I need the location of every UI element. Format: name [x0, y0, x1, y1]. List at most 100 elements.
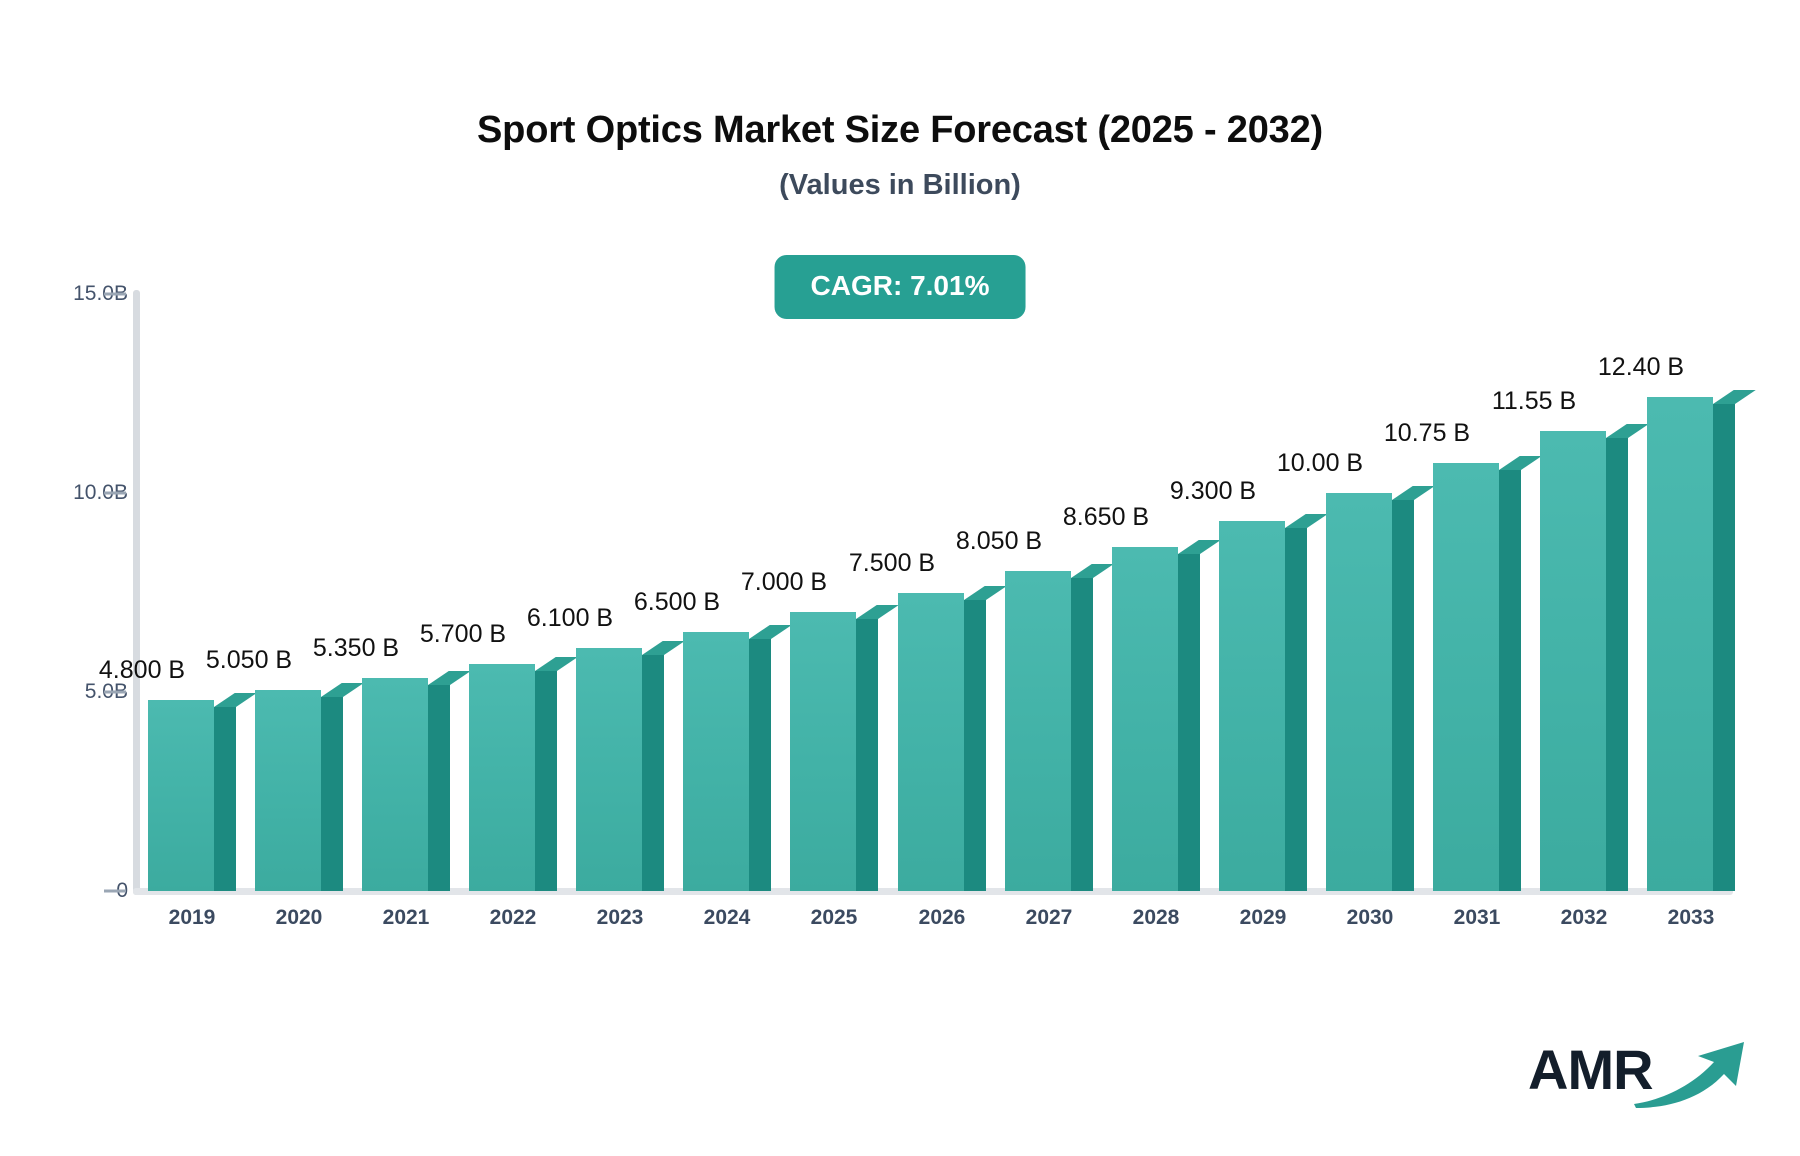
bar-value-label: 10.75 B — [1383, 419, 1471, 448]
bar-side-face — [642, 655, 664, 891]
x-axis-line — [133, 888, 1733, 895]
bar-top-face — [1713, 390, 1756, 405]
bar-column[interactable] — [148, 686, 257, 891]
bar-front-face — [1326, 493, 1392, 891]
bar-column[interactable] — [790, 598, 899, 891]
x-axis-tick-label: 2024 — [703, 906, 751, 929]
bar-column[interactable] — [1540, 417, 1649, 891]
bar-top-face — [1499, 456, 1542, 471]
bar-value-label: 5.050 B — [205, 646, 293, 674]
bar-front-face — [469, 664, 535, 891]
y-axis-tick-mark — [104, 690, 126, 694]
bar-column[interactable] — [1005, 557, 1114, 891]
bar-column[interactable] — [576, 634, 685, 891]
bar-side-face — [1178, 553, 1200, 891]
bar-top-face — [1178, 539, 1221, 554]
bar-side-face — [964, 599, 986, 891]
y-axis-tick-mark — [104, 491, 126, 495]
bar-front-face — [148, 699, 214, 891]
x-axis-tick-label: 2019 — [168, 906, 216, 929]
bar-value-label: 6.500 B — [633, 588, 721, 617]
bar-side-face — [749, 639, 771, 891]
x-axis-tick-label: 2026 — [918, 906, 966, 929]
growth-arrow-icon — [1634, 1042, 1744, 1108]
bar-top-face — [1071, 563, 1114, 578]
bar-column[interactable] — [1112, 533, 1221, 891]
bar-column[interactable] — [1647, 383, 1756, 891]
bar-side-face — [856, 619, 878, 891]
bar-value-label: 8.650 B — [1062, 502, 1150, 531]
bar-value-label: 5.350 B — [312, 634, 400, 663]
y-axis-tick-label: 10.0B — [73, 481, 128, 504]
y-axis-tick-mark — [104, 889, 126, 893]
logo-wordmark: AMR — [1528, 1038, 1654, 1101]
bar-value-label: 6.100 B — [526, 604, 614, 633]
bar-top-face — [428, 671, 471, 686]
bar-column[interactable] — [469, 650, 578, 891]
x-axis-tick-label: 2032 — [1560, 906, 1608, 929]
bar-top-face — [749, 625, 792, 640]
bar-front-face — [1005, 570, 1071, 891]
x-axis-tick-label: 2029 — [1239, 906, 1287, 929]
bar-front-face — [255, 690, 321, 891]
bar-value-label: 7.500 B — [848, 548, 936, 577]
x-axis-tick-label: 2030 — [1346, 906, 1394, 929]
bar-top-face — [1606, 424, 1649, 439]
cagr-badge: CAGR: 7.01% — [774, 255, 1026, 319]
bar-top-face — [642, 641, 685, 656]
x-axis-tick-label: 2031 — [1453, 906, 1501, 929]
bar-value-label: 10.00 B — [1276, 449, 1364, 477]
bar-top-face — [856, 605, 899, 620]
x-axis-tick-label: 2021 — [382, 906, 430, 929]
bar-top-face — [1392, 486, 1435, 500]
amr-logo: AMR — [1528, 1034, 1758, 1120]
bar-side-face — [214, 706, 236, 891]
bar-front-face — [576, 648, 642, 891]
x-axis-tick-label: 2028 — [1132, 906, 1180, 929]
bar-front-face — [362, 678, 428, 891]
x-axis-tick-label: 2020 — [275, 906, 323, 929]
bar-side-face — [1071, 577, 1093, 891]
bar-front-face — [790, 612, 856, 891]
bar-front-face — [1112, 546, 1178, 891]
bar-column[interactable] — [362, 664, 471, 891]
bar-side-face — [1606, 438, 1628, 891]
bar-front-face — [683, 632, 749, 891]
bar-value-label: 12.40 B — [1597, 353, 1685, 382]
bar-top-face — [1285, 513, 1328, 528]
y-axis-line — [133, 290, 140, 895]
y-axis-tick-mark — [104, 292, 126, 296]
bar-side-face — [1713, 404, 1735, 891]
bar-side-face — [428, 685, 450, 891]
bar-value-label: 9.300 B — [1169, 476, 1257, 505]
y-axis-tick-label: 15.0B — [73, 282, 128, 305]
bar-side-face — [1285, 527, 1307, 891]
bar-value-label: 7.000 B — [740, 568, 828, 597]
bar-column[interactable] — [683, 618, 792, 891]
bar-column[interactable] — [1219, 507, 1328, 891]
bar-value-label: 4.800 B — [98, 655, 186, 684]
bar-front-face — [1433, 463, 1499, 891]
bar-front-face — [1219, 520, 1285, 891]
bar-front-face — [1540, 431, 1606, 891]
chart-subtitle: (Values in Billion) — [779, 168, 1021, 201]
bar-side-face — [1392, 500, 1414, 891]
bar-column[interactable] — [255, 676, 364, 891]
bar-column[interactable] — [1433, 449, 1542, 891]
bar-side-face — [321, 697, 343, 891]
bar-value-label: 5.700 B — [419, 620, 507, 649]
bar-side-face — [535, 671, 557, 891]
page-title: Sport Optics Market Size Forecast (2025 … — [477, 109, 1323, 151]
x-axis-tick-label: 2022 — [489, 906, 537, 929]
x-axis-tick-label: 2023 — [596, 906, 644, 929]
x-axis-tick-label: 2033 — [1667, 906, 1715, 929]
x-axis-tick-label: 2025 — [810, 906, 858, 929]
bar-front-face — [1647, 397, 1713, 891]
bar-value-label: 8.050 B — [955, 526, 1043, 555]
bar-column[interactable] — [898, 579, 1007, 891]
bar-top-face — [214, 692, 257, 707]
bar-top-face — [964, 585, 1007, 600]
x-axis-tick-label: 2027 — [1025, 906, 1073, 929]
bar-column[interactable] — [1326, 479, 1435, 891]
